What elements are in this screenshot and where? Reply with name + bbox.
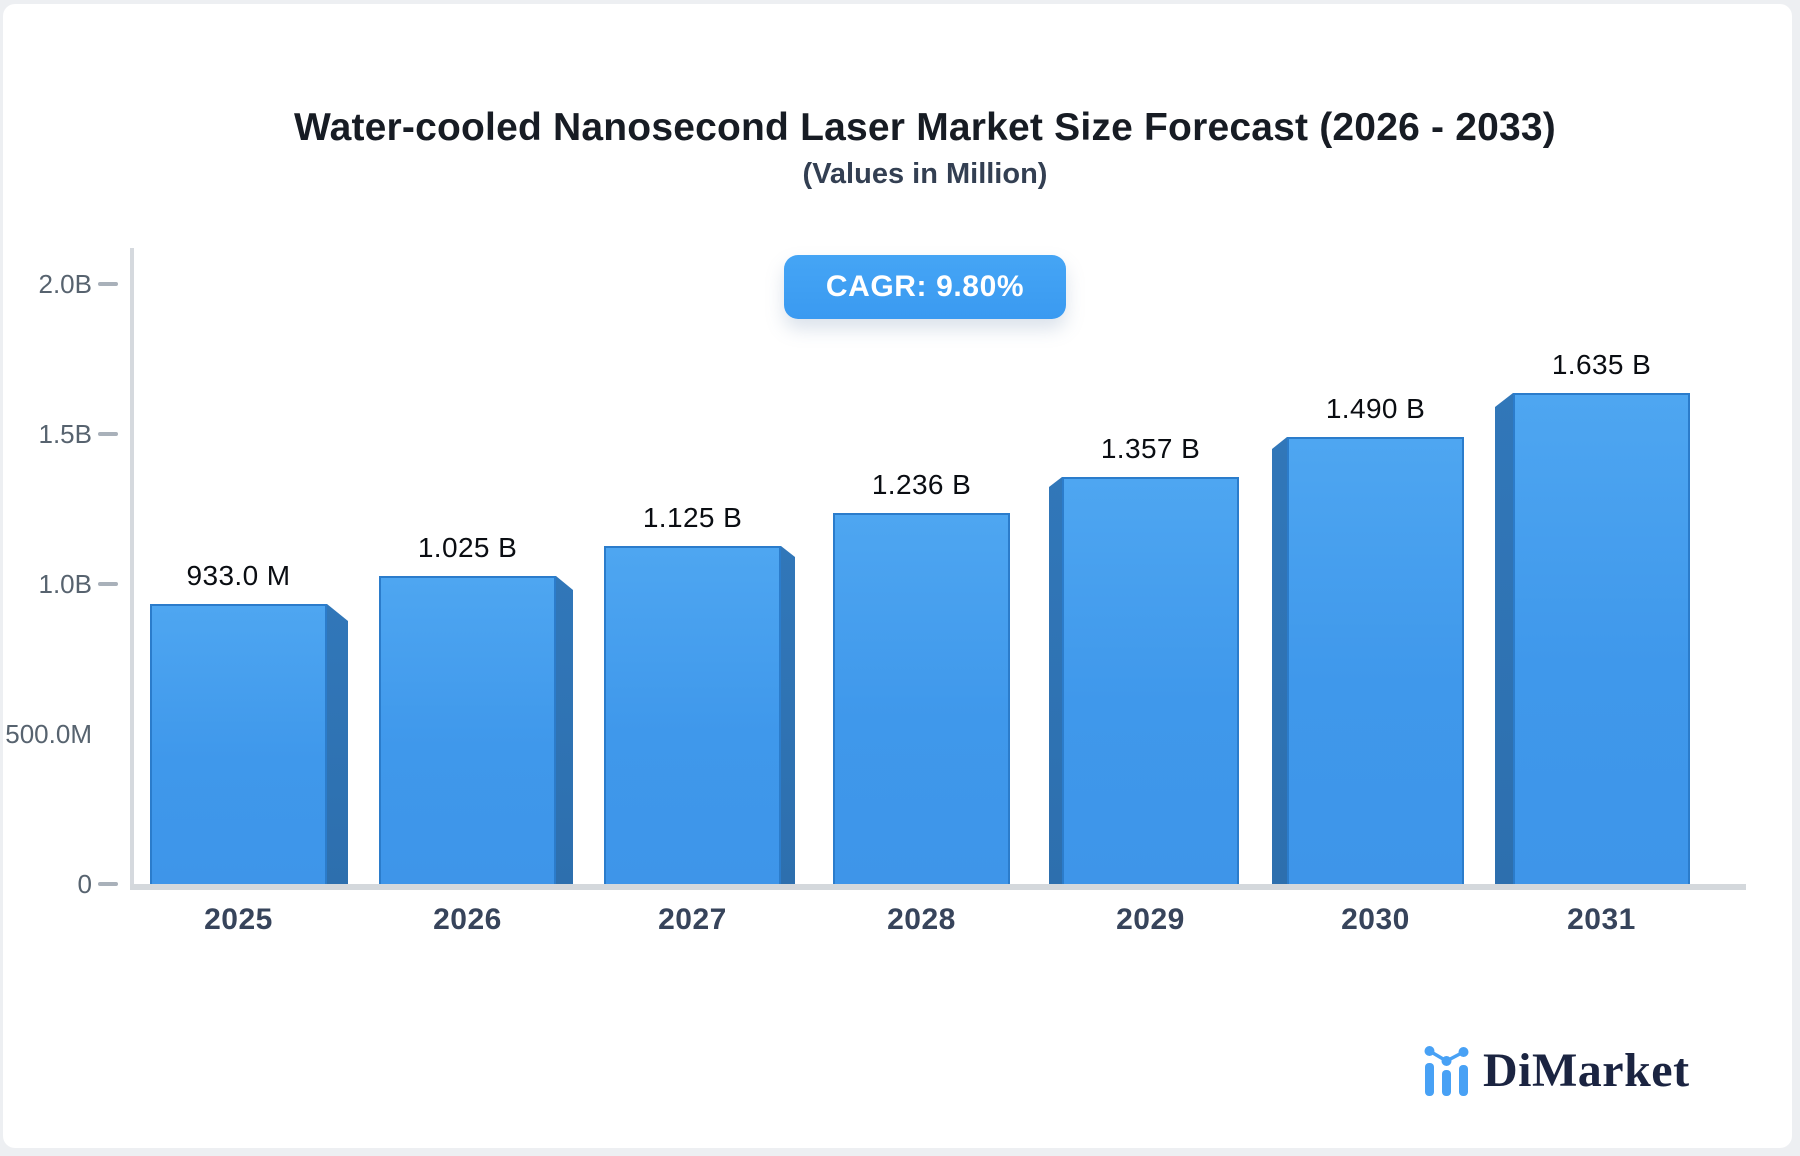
page-title: Water-cooled Nanosecond Laser Market Siz…: [294, 106, 1556, 149]
page-subtitle: (Values in Million): [802, 158, 1048, 190]
bar-side-face: [1495, 393, 1513, 884]
cagr-badge-label: CAGR: 9.80%: [825, 270, 1025, 303]
bar-value-label: 933.0 M: [186, 560, 291, 591]
x-axis-label: 2026: [433, 903, 502, 936]
x-axis-label: 2029: [1116, 903, 1185, 936]
bar-2025: [150, 604, 327, 884]
y-axis-tick: [98, 582, 118, 586]
y-axis-label: 2.0B: [38, 269, 93, 299]
x-axis-label: 2027: [658, 903, 727, 936]
bar-side-face: [1272, 437, 1287, 884]
y-axis-line: [130, 248, 134, 890]
y-axis-label: 1.0B: [38, 569, 93, 599]
brand-logo: DiMarket: [1424, 1040, 1690, 1096]
bar-2029: [1062, 477, 1239, 884]
x-axis-label: 2030: [1341, 903, 1410, 936]
bar-2030: [1287, 437, 1464, 884]
x-axis-label: 2028: [887, 903, 956, 936]
cagr-badge: CAGR: 9.80%: [784, 255, 1066, 319]
y-axis-label: 0: [77, 869, 92, 899]
bar-side-face: [327, 604, 348, 884]
bar-2026: [379, 576, 556, 884]
x-axis-line: [130, 884, 1746, 890]
bar-value-label: 1.635 B: [1551, 349, 1652, 380]
bar-side-face: [781, 546, 795, 884]
bar-2027: [604, 546, 781, 884]
bar-2031: [1513, 393, 1690, 884]
bar-value-label: 1.236 B: [871, 469, 972, 500]
bar-2028: [833, 513, 1010, 884]
y-axis-label: 1.5B: [38, 419, 93, 449]
y-axis-label: 500.0M: [5, 719, 92, 749]
y-axis-tick: [98, 882, 118, 886]
bar-side-face: [1049, 477, 1062, 884]
y-axis-tick: [98, 432, 118, 436]
bar-chart-icon: [1424, 1046, 1469, 1096]
bar-value-label: 1.357 B: [1100, 433, 1201, 464]
brand-name: DiMarket: [1483, 1044, 1690, 1097]
bar-value-label: 1.125 B: [642, 502, 743, 533]
x-axis-label: 2031: [1567, 903, 1636, 936]
bar-value-label: 1.025 B: [417, 532, 518, 563]
bar-value-label: 1.490 B: [1325, 393, 1426, 424]
y-axis-tick: [98, 282, 118, 286]
x-axis-label: 2025: [204, 903, 273, 936]
bar-side-face: [556, 576, 573, 884]
